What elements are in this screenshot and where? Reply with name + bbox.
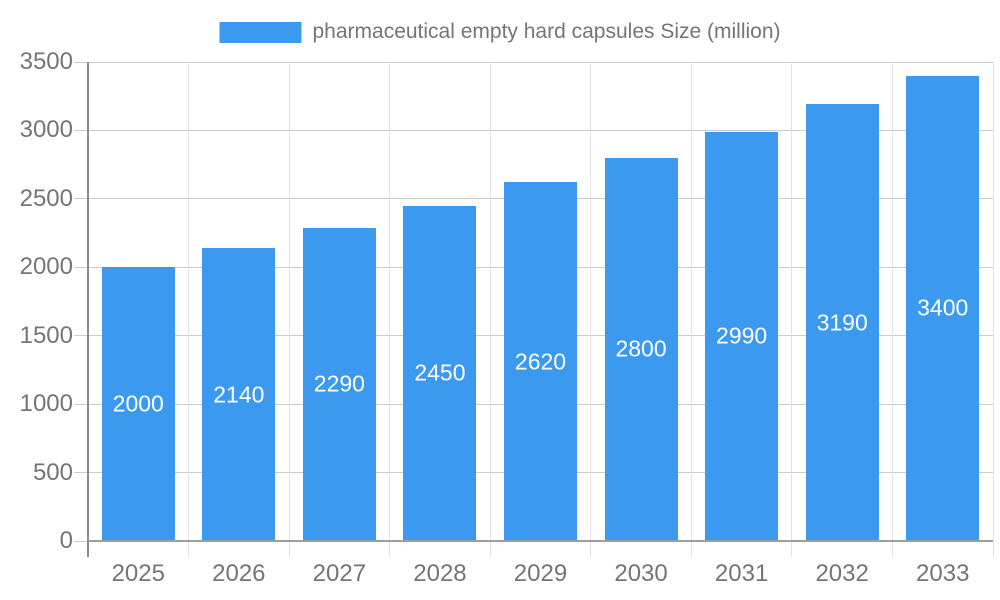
- gridline-vertical: [992, 62, 994, 557]
- gridline-vertical: [288, 62, 290, 557]
- y-axis-label: 3500: [19, 48, 73, 75]
- bar-value-label: 2620: [514, 348, 567, 375]
- chart-legend: pharmaceutical empty hard capsules Size …: [219, 20, 781, 44]
- y-axis-line: [87, 62, 89, 557]
- gridline-vertical: [791, 62, 793, 557]
- y-axis-tick: [74, 198, 88, 200]
- gridline-vertical: [590, 62, 592, 557]
- y-axis-label: 0: [59, 527, 73, 554]
- x-axis-line: [88, 540, 993, 542]
- bar[interactable]: [504, 182, 577, 541]
- x-axis-label: 2026: [212, 560, 266, 587]
- bar[interactable]: [101, 267, 175, 541]
- bar[interactable]: [705, 131, 779, 541]
- y-axis-tick: [74, 129, 88, 131]
- gridline-vertical: [188, 62, 190, 557]
- y-axis-tick: [74, 472, 88, 474]
- bar-value-label: 3400: [917, 294, 969, 321]
- y-axis-label: 500: [32, 458, 73, 486]
- bar[interactable]: [403, 205, 477, 541]
- y-axis-label: 1500: [19, 321, 73, 349]
- x-axis-label: 2025: [111, 560, 165, 587]
- x-axis-label: 2028: [413, 560, 467, 587]
- y-axis-label: 2000: [19, 253, 73, 281]
- gridline-horizontal: [88, 61, 993, 63]
- bar[interactable]: [805, 104, 879, 541]
- x-axis-label: 2031: [714, 560, 769, 587]
- bar[interactable]: [302, 227, 376, 541]
- y-axis-label: 3000: [19, 116, 73, 144]
- y-axis-tick: [74, 335, 88, 337]
- bar[interactable]: [906, 75, 980, 541]
- y-axis-tick: [74, 266, 88, 268]
- x-axis-label: 2027: [312, 560, 367, 587]
- legend-swatch: [219, 21, 302, 43]
- y-axis-tick: [74, 61, 88, 63]
- gridline-vertical: [489, 62, 491, 557]
- gridline-vertical: [891, 62, 893, 557]
- y-axis-label: 1000: [19, 390, 73, 418]
- bar-value-label: 2800: [615, 335, 667, 362]
- bar-value-label: 3190: [816, 309, 868, 336]
- bar-value-label: 2290: [313, 370, 365, 397]
- x-axis-label: 2029: [513, 560, 568, 587]
- x-axis-label: 2032: [815, 560, 869, 587]
- y-axis-tick: [74, 540, 88, 542]
- bar-value-label: 2990: [716, 322, 768, 349]
- y-axis-tick: [74, 403, 88, 405]
- bar-value-label: 2000: [112, 390, 164, 417]
- x-axis-label: 2033: [916, 560, 970, 587]
- bar[interactable]: [202, 248, 276, 541]
- bar[interactable]: [604, 157, 678, 541]
- gridline-vertical: [389, 62, 391, 557]
- x-axis-label: 2030: [614, 560, 668, 587]
- bar-value-label: 2450: [414, 359, 466, 386]
- y-axis-label: 2500: [19, 184, 73, 212]
- legend-label: pharmaceutical empty hard capsules Size …: [312, 20, 781, 43]
- gridline-horizontal: [88, 129, 993, 131]
- bar-value-label: 2140: [213, 381, 265, 408]
- gridline-vertical: [690, 62, 692, 557]
